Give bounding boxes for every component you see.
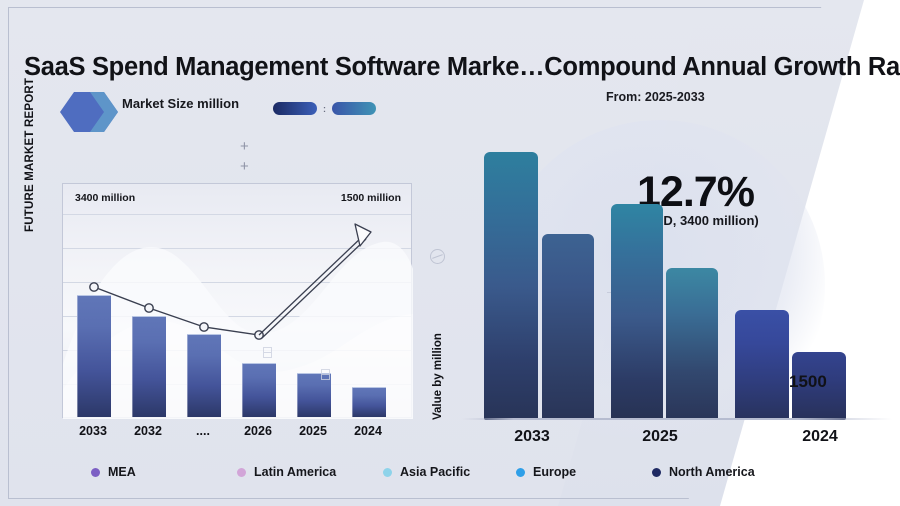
left-chart-x-axis: 2033 2032 .... 2026 2025 2024: [62, 424, 412, 442]
pill-group: :: [273, 102, 376, 115]
left-bar-2032: [132, 316, 166, 417]
circle-slash-decoration-icon: [430, 249, 445, 264]
right-bar-2025-secondary: [666, 268, 718, 420]
right-xtick-1: 2025: [642, 428, 678, 445]
left-chart-y-axis-label: FUTURE MARKET REPORT: [24, 77, 36, 232]
legend: MEA Latin America Asia Pacific Europe No…: [80, 465, 820, 487]
left-chart-trend-overlay: [89, 223, 372, 340]
plus-decoration-icon: +: [240, 138, 249, 155]
left-xtick-3: 2026: [244, 424, 272, 438]
right-bar-2025-primary: [611, 204, 663, 420]
right-bar-2033-primary: [484, 152, 538, 420]
left-bar-2026: [242, 363, 276, 417]
left-xtick-1: 2032: [134, 424, 162, 438]
legend-item-mea[interactable]: MEA: [91, 465, 136, 479]
gradient-pill-dark-icon: [273, 102, 317, 115]
left-chart-value-label-end: 1500 million: [340, 192, 401, 204]
legend-item-europe[interactable]: Europe: [516, 465, 576, 479]
legend-label: Asia Pacific: [400, 465, 471, 479]
legend-swatch-icon: [652, 467, 661, 477]
tiny-decoration-icon: [321, 369, 330, 380]
right-chart-data-label: 1500: [789, 372, 827, 391]
right-chart-x-axis: 2033 2025 2024: [470, 428, 890, 450]
right-chart-y-axis-label: Value by million: [432, 333, 444, 420]
period-subtitle: From: 2025-2033: [606, 90, 705, 104]
left-xtick-2: ....: [196, 424, 210, 438]
legend-label: MEA: [108, 465, 136, 479]
tiny-decoration-icon: [263, 347, 272, 358]
right-xtick-2: 2024: [802, 428, 838, 445]
left-bar-2033: [77, 295, 111, 417]
gradient-pill-teal-icon: [332, 102, 376, 115]
left-chart-bars: [63, 217, 413, 417]
left-chart-plot-area: 3400 million 1500 million: [62, 183, 413, 419]
right-bar-2024-secondary: [792, 352, 846, 420]
right-xtick-0: 2033: [514, 428, 550, 445]
pill-separator: :: [323, 103, 326, 114]
cagr-units: (USD, 3400 million): [641, 213, 759, 228]
page-title: SaaS Spend Management Software Marke…Com…: [24, 53, 900, 81]
left-bar-2024: [352, 387, 386, 417]
legend-label: North America: [669, 465, 755, 479]
plus-decoration-icon: +: [240, 158, 249, 175]
left-xtick-0: 2033: [79, 424, 107, 438]
left-bar-mid: [187, 334, 221, 417]
left-bar-2025: [297, 373, 331, 417]
right-bar-2024-primary: [735, 310, 789, 420]
legend-item-north-america[interactable]: North America: [652, 465, 755, 479]
right-bar-2033-secondary: [542, 234, 594, 420]
legend-item-latin-america[interactable]: Latin America: [237, 465, 336, 479]
hexagon-logo-icon: [60, 90, 128, 134]
right-chart-baseline: [462, 418, 892, 420]
legend-label: Latin America: [254, 465, 337, 479]
left-xtick-5: 2024: [354, 424, 382, 438]
legend-swatch-icon: [383, 467, 392, 477]
left-xtick-4: 2025: [299, 424, 327, 438]
legend-swatch-icon: [237, 467, 246, 477]
brand-label: Market Size million: [122, 96, 240, 111]
legend-label: Europe: [533, 465, 577, 479]
legend-swatch-icon: [91, 467, 100, 477]
right-chart-bars: [470, 150, 880, 420]
legend-swatch-icon: [516, 467, 525, 477]
legend-item-asia-pacific[interactable]: Asia Pacific: [383, 465, 470, 479]
left-chart-value-label-start: 3400 million: [75, 192, 136, 204]
